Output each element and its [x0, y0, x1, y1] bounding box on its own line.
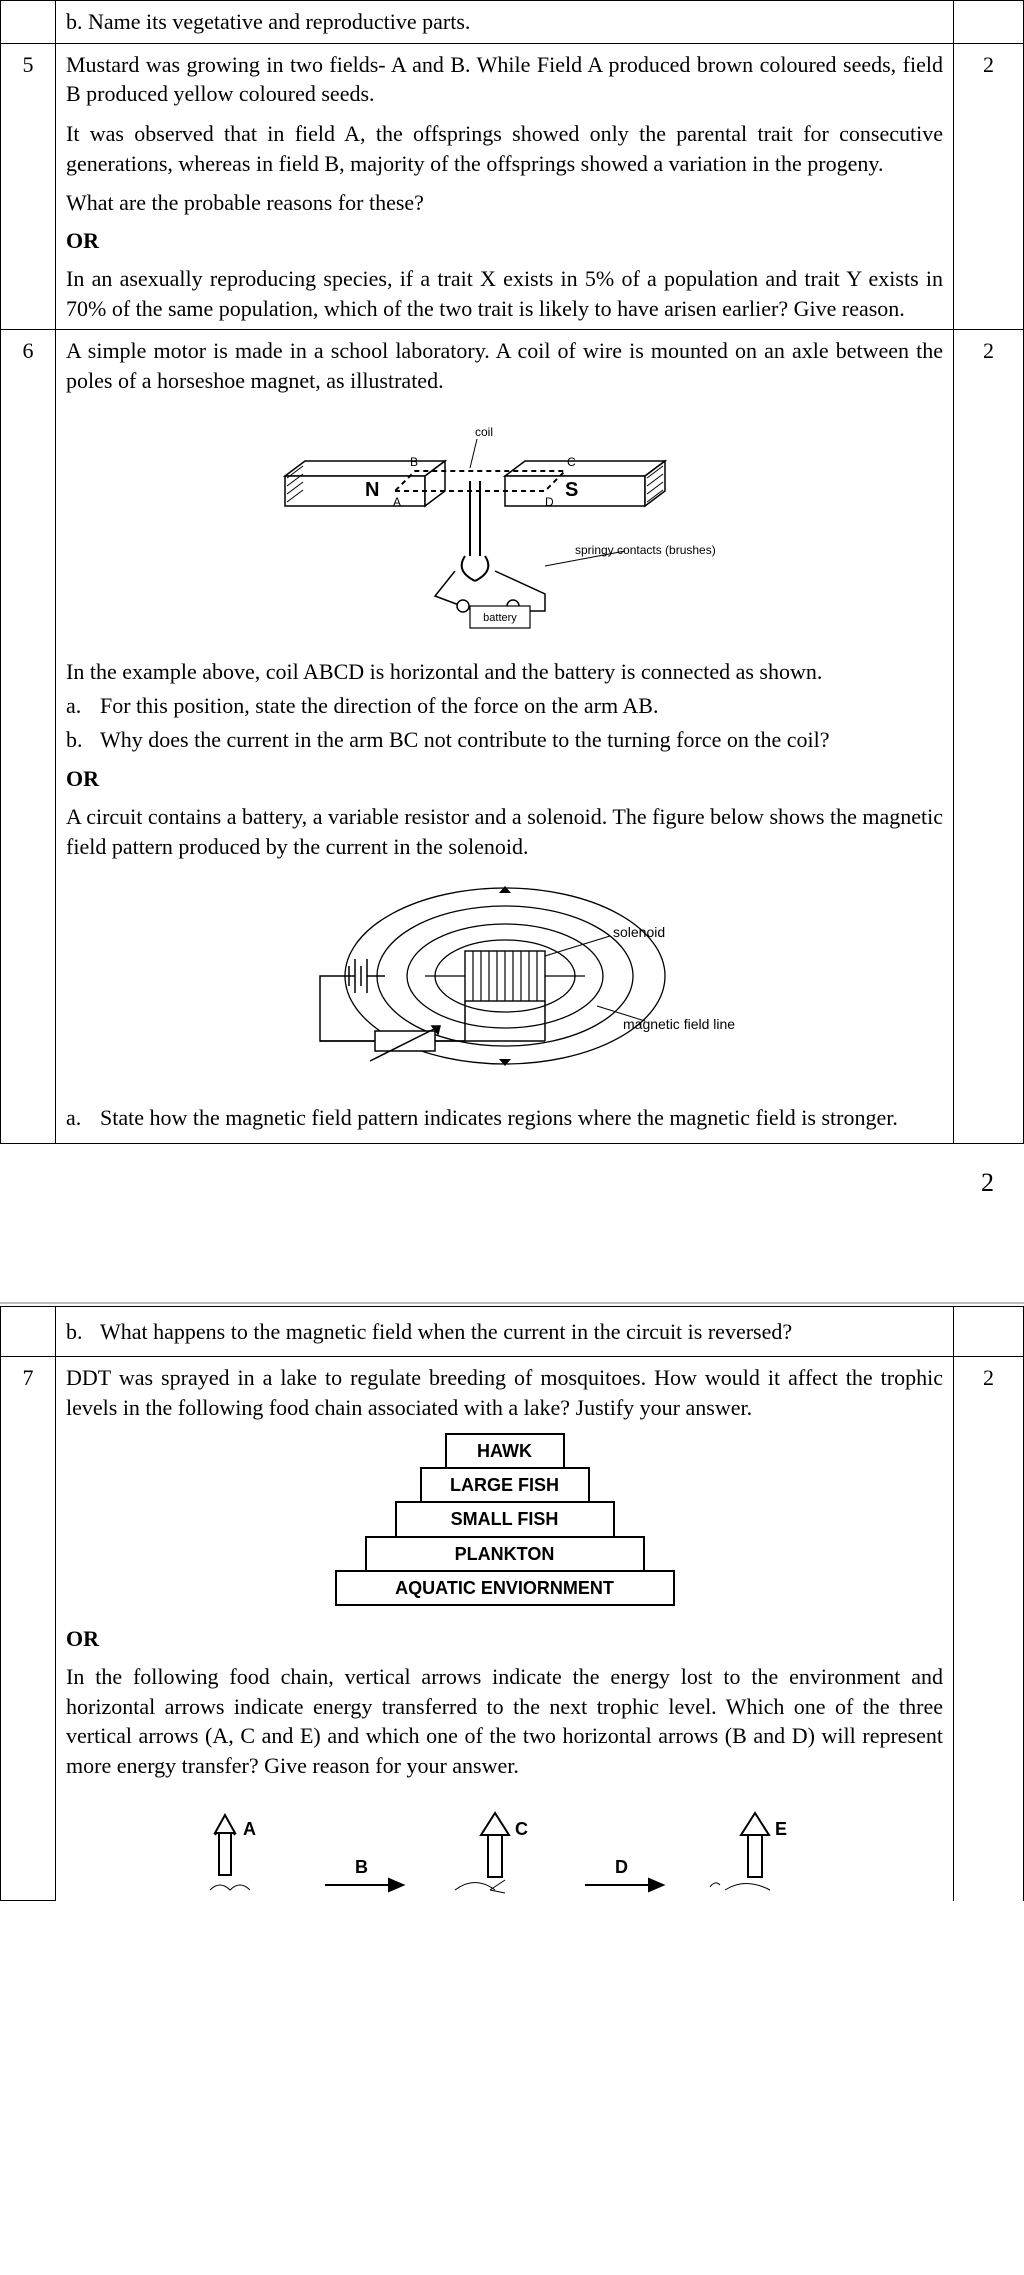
- q6-num: 6: [1, 330, 56, 1144]
- q5-alt: In an asexually reproducing species, if …: [66, 264, 943, 323]
- lbl-brush: springy contacts (brushes): [575, 543, 716, 557]
- q5-p1: Mustard was growing in two fields- A and…: [66, 50, 943, 109]
- arrows-svg: A B C D: [155, 1795, 855, 1895]
- q6-sub-b: b. Why does the current in the arm BC no…: [66, 725, 943, 755]
- q5-or: OR: [66, 226, 943, 256]
- lbl-N: N: [365, 479, 379, 501]
- motor-svg: coil N S A B C D springy contacts (brush…: [245, 406, 765, 636]
- q6-marks: 2: [954, 330, 1024, 1144]
- lbl-fieldline: magnetic field line: [623, 1016, 735, 1032]
- page-gap: [0, 1144, 1024, 1304]
- q6-alt-p1: A circuit contains a battery, a variable…: [66, 802, 943, 861]
- arrow-B-label: B: [355, 1857, 368, 1877]
- arrow-A-label: A: [243, 1819, 256, 1839]
- trophic-pyramid: HAWK LARGE FISH SMALL FISH PLANKTON AQUA…: [66, 1435, 943, 1606]
- row-q4b: b. Name its vegetative and reproductive …: [1, 1, 1024, 44]
- q6-a-lbl: a.: [66, 691, 90, 721]
- energy-arrows-figure: A B C D: [106, 1795, 903, 1895]
- q7-alt: In the following food chain, vertical ar…: [66, 1662, 943, 1781]
- q5-p3: What are the probable reasons for these?: [66, 188, 943, 218]
- q6-b-lbl: b.: [66, 725, 90, 755]
- pyr-aquatic: AQUATIC ENVIORNMENT: [335, 1570, 675, 1606]
- q6-body: A simple motor is made in a school labor…: [56, 330, 954, 1144]
- exam-table-page2: b. What happens to the magnetic field wh…: [0, 1306, 1024, 1901]
- pyr-largefish: LARGE FISH: [420, 1467, 590, 1503]
- q6-p1: A simple motor is made in a school labor…: [66, 336, 943, 395]
- arrow-E-label: E: [775, 1819, 787, 1839]
- exam-table-page1: b. Name its vegetative and reproductive …: [0, 0, 1024, 1144]
- row-q7: 7 DDT was sprayed in a lake to regulate …: [1, 1357, 1024, 1901]
- row-q6-cont: b. What happens to the magnetic field wh…: [1, 1306, 1024, 1357]
- q6-alt-a-lbl: a.: [66, 1103, 90, 1133]
- q7-or: OR: [66, 1624, 943, 1654]
- q6-b-txt: Why does the current in the arm BC not c…: [100, 725, 943, 755]
- q4-marks-cell: [954, 1, 1024, 44]
- q4b-text: b. Name its vegetative and reproductive …: [66, 9, 470, 34]
- q7-marks: 2: [954, 1357, 1024, 1901]
- q5-body: Mustard was growing in two fields- A and…: [56, 43, 954, 330]
- q6-a-txt: For this position, state the direction o…: [100, 691, 943, 721]
- q5-p2: It was observed that in field A, the off…: [66, 119, 943, 178]
- lbl-S: S: [565, 479, 578, 501]
- q6cont-body: b. What happens to the magnetic field wh…: [56, 1306, 954, 1357]
- q6cont-b-lbl: b.: [66, 1317, 90, 1347]
- q6-or: OR: [66, 764, 943, 794]
- q6-sub-a: a. For this position, state the directio…: [66, 691, 943, 721]
- q7-p1: DDT was sprayed in a lake to regulate br…: [66, 1363, 943, 1422]
- arrow-D-label: D: [615, 1857, 628, 1877]
- pyr-hawk: HAWK: [445, 1433, 565, 1469]
- pyr-smallfish: SMALL FISH: [395, 1501, 615, 1537]
- motor-figure: coil N S A B C D springy contacts (brush…: [66, 406, 943, 644]
- lbl-A: A: [393, 495, 401, 509]
- q7-num: 7: [1, 1357, 56, 1901]
- lbl-solenoid: solenoid: [613, 924, 665, 940]
- q4-num-cell: [1, 1, 56, 44]
- q6cont-marks-cell: [954, 1306, 1024, 1357]
- lbl-D: D: [545, 495, 554, 509]
- lbl-battery: battery: [483, 612, 517, 624]
- solenoid-svg: solenoid magnetic field line: [225, 871, 785, 1081]
- solenoid-figure: solenoid magnetic field line: [66, 871, 943, 1089]
- q4b-body: b. Name its vegetative and reproductive …: [56, 1, 954, 44]
- q7-body: DDT was sprayed in a lake to regulate br…: [56, 1357, 954, 1901]
- q6-p2: In the example above, coil ABCD is horiz…: [66, 657, 943, 687]
- arrow-C-label: C: [515, 1819, 528, 1839]
- lbl-B: B: [410, 455, 418, 469]
- lbl-C: C: [567, 455, 576, 469]
- lbl-coil: coil: [475, 425, 493, 439]
- q6cont-num-cell: [1, 1306, 56, 1357]
- row-q5: 5 Mustard was growing in two fields- A a…: [1, 43, 1024, 330]
- q5-marks: 2: [954, 43, 1024, 330]
- q6-alt-sub-a: a. State how the magnetic field pattern …: [66, 1103, 943, 1133]
- row-q6: 6 A simple motor is made in a school lab…: [1, 330, 1024, 1144]
- q5-num: 5: [1, 43, 56, 330]
- pyr-plankton: PLANKTON: [365, 1536, 645, 1572]
- page2-marks: 2: [981, 1168, 994, 1198]
- page-container: b. Name its vegetative and reproductive …: [0, 0, 1024, 1901]
- q6cont-b-txt: What happens to the magnetic field when …: [100, 1317, 943, 1347]
- q6cont-sub-b: b. What happens to the magnetic field wh…: [66, 1317, 943, 1347]
- q6-alt-a-txt: State how the magnetic field pattern ind…: [100, 1103, 943, 1133]
